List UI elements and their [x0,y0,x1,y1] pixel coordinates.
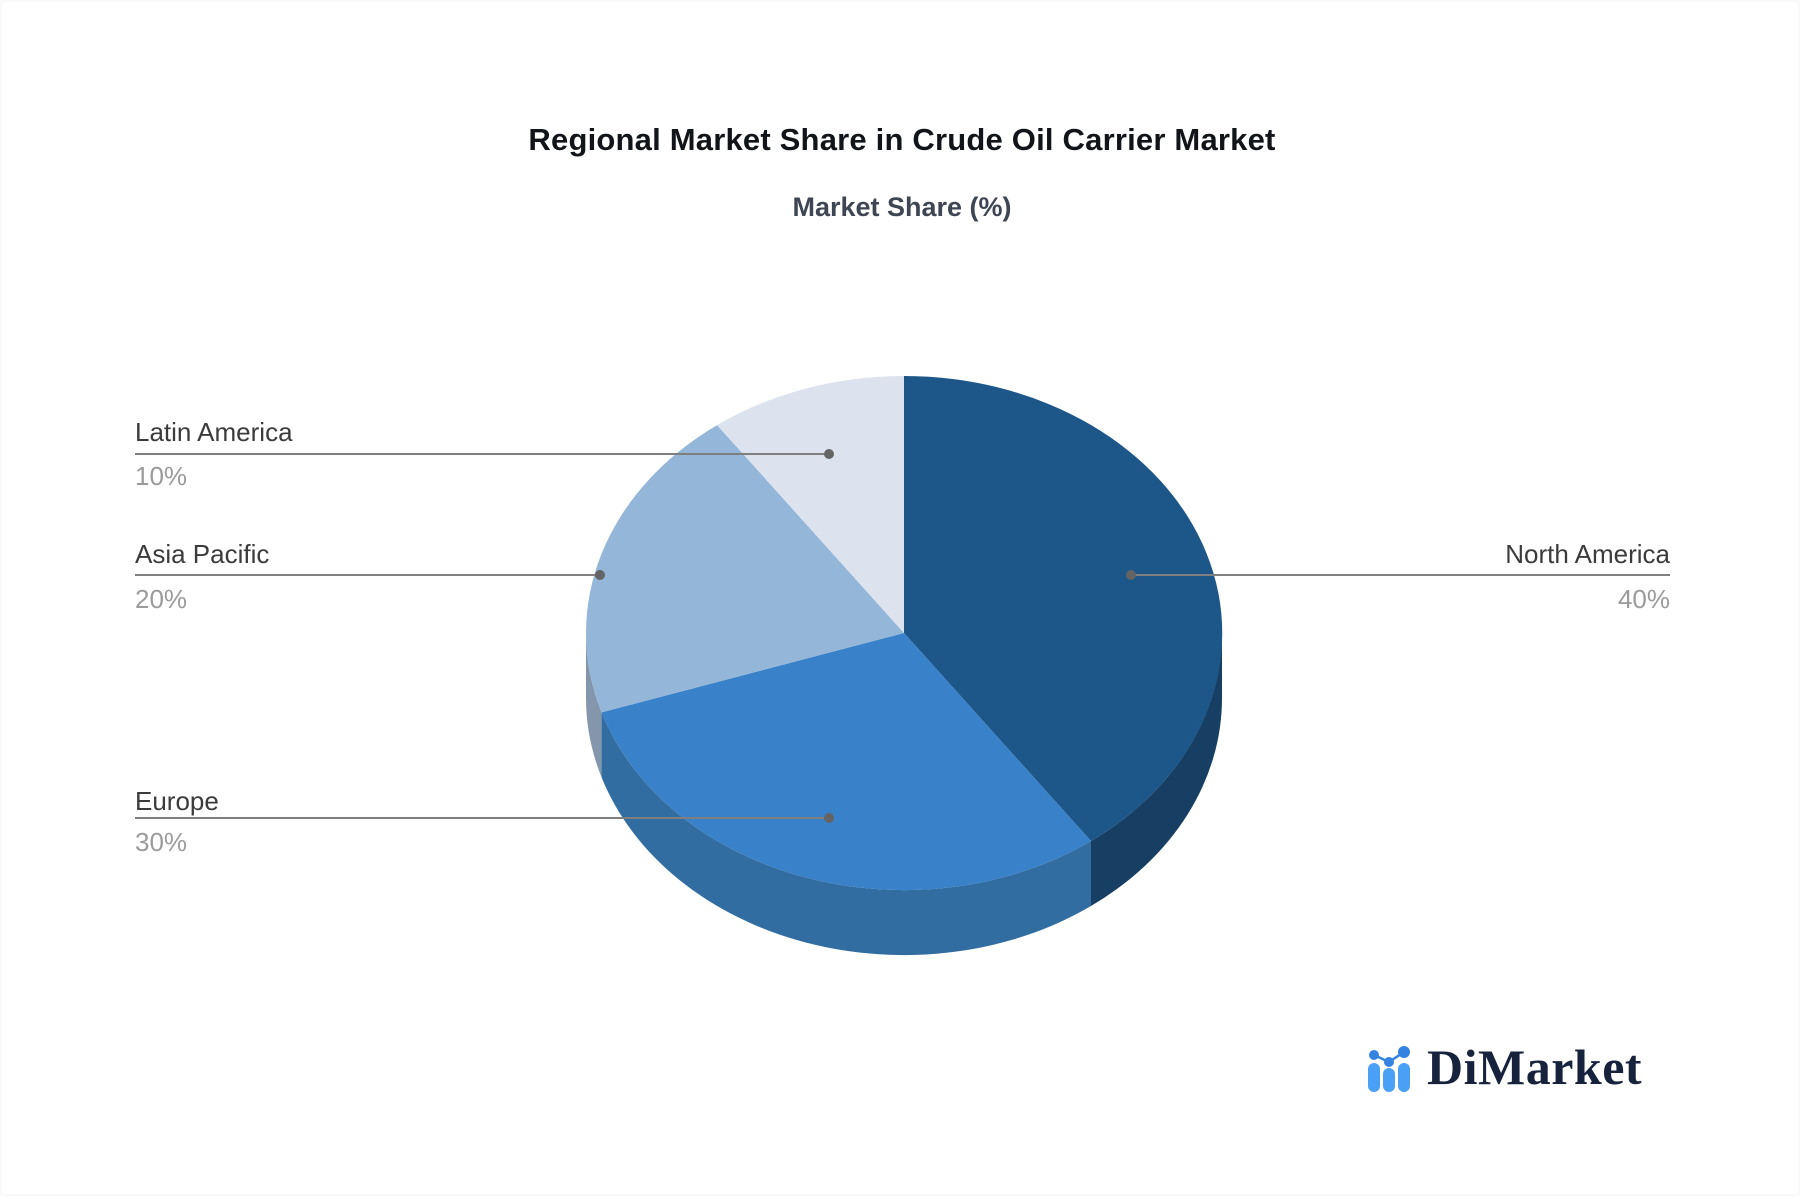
callout-value-north-america: 40% [1617,584,1670,614]
callout-label-north-america: North America [1505,539,1670,569]
pie-slice-north-america[interactable] [904,375,1223,841]
chart-title: Regional Market Share in Crude Oil Carri… [528,122,1276,157]
pie-slice-europe[interactable] [601,633,1091,891]
leader-dot-north-america [1126,570,1136,580]
callout-value-latin-america: 10% [135,461,188,491]
pie-side-asia-pacific [586,633,602,778]
leader-line-asia-pacific [135,574,600,576]
leader-dot-asia-pacific [595,570,605,580]
callout-label-asia-pacific: Asia Pacific [135,539,270,569]
logo-text: DiMarket [1427,1039,1643,1095]
leader-line-latin-america [135,453,830,455]
leader-line-europe [135,817,829,819]
pie-slice-asia-pacific[interactable] [586,425,904,713]
callout-value-europe: 30% [135,827,188,857]
callout-label-europe: Europe [135,786,219,816]
bar-line-chart-icon [1368,1046,1410,1092]
pie-side-europe [601,712,1091,956]
chart-subtitle: Market Share (%) [792,192,1012,222]
leader-dot-europe [824,813,834,823]
dimarket-logo[interactable]: DiMarket [1362,1038,1642,1096]
pie-side-north-america [1091,633,1222,906]
leader-line-north-america [1131,574,1670,576]
callout-label-latin-america: Latin America [135,417,293,447]
callout-value-asia-pacific: 20% [135,584,188,614]
pie-slice-latin-america[interactable] [717,376,904,633]
leader-dot-latin-america [824,449,834,459]
